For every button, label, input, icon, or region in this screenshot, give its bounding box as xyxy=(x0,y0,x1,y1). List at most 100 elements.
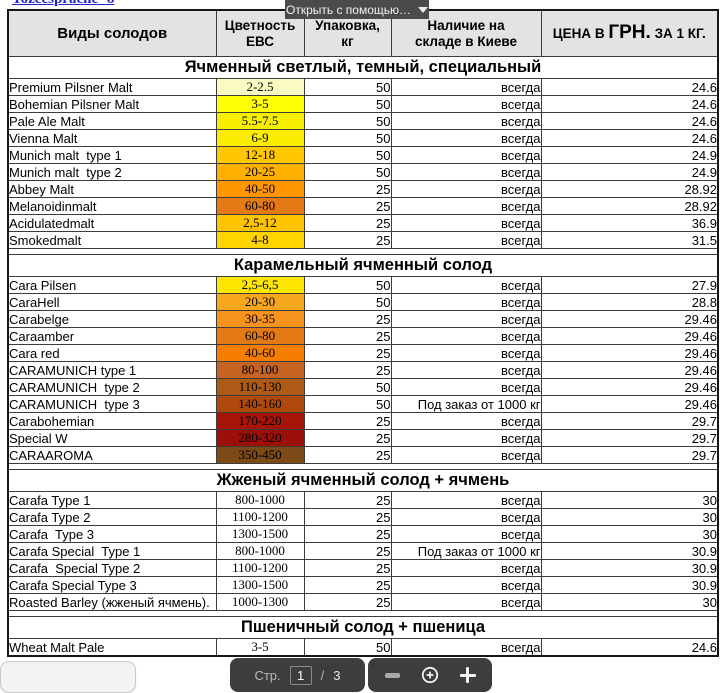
packaging-cell: 50 xyxy=(303,638,392,657)
header-availability: Наличие на складе в Киеве xyxy=(390,9,542,57)
availability-cell: всегда xyxy=(390,163,542,181)
price-cell: 28.92 xyxy=(540,180,719,198)
table-row: CARAAROMA 350-450 25 всегда 29.7 xyxy=(7,446,719,464)
table-row: Carafa Type 1 800-1000 25 всегда 30 xyxy=(7,491,719,509)
availability-cell: всегда xyxy=(390,576,542,594)
table-row: Roasted Barley (жженый ячмень). 1000-1300… xyxy=(7,593,719,611)
table-row: Munich malt type 2 20-25 50 всегда 24.9 xyxy=(7,163,719,181)
ebc-value-cell: 2,5-6,5 xyxy=(215,276,305,294)
ebc-value-cell: 80-100 xyxy=(215,361,305,379)
packaging-cell: 50 xyxy=(303,146,392,164)
price-cell: 24.9 xyxy=(540,146,719,164)
zoom-out-icon xyxy=(385,672,400,678)
malt-name-cell: Munich malt type 2 xyxy=(7,163,217,181)
document-link[interactable]: Tozeesprache -8 xyxy=(12,0,114,8)
table-row: Special W 280-320 25 всегда 29.7 xyxy=(7,429,719,447)
malt-name-cell: Roasted Barley (жженый ячмень). xyxy=(7,593,217,611)
availability-cell: всегда xyxy=(390,146,542,164)
ebc-value-cell: 6-9 xyxy=(215,129,305,147)
availability-cell: всегда xyxy=(390,276,542,294)
availability-cell: всегда xyxy=(390,95,542,113)
ebc-value-cell: 800-1000 xyxy=(215,542,305,560)
malt-name-cell: Cara Pilsen xyxy=(7,276,217,294)
availability-cell: всегда xyxy=(390,214,542,232)
table-row: Acidulatedmalt 2,5-12 25 всегда 36.9 xyxy=(7,214,719,232)
zoom-out-button[interactable] xyxy=(380,662,406,688)
availability-cell: всегда xyxy=(390,412,542,430)
ebc-value-cell: 800-1000 xyxy=(215,491,305,509)
packaging-cell: 25 xyxy=(303,344,392,362)
malt-price-table: Виды солодов Цветность ЕВС Упаковка, кг … xyxy=(7,9,719,657)
header-malt-types: Виды солодов xyxy=(7,9,217,57)
malt-name-cell: Wheat Malt Pale xyxy=(7,638,217,657)
malt-name-cell: Special W xyxy=(7,429,217,447)
price-cell: 24.6 xyxy=(540,95,719,113)
malt-name-cell: Bohemian Pilsner Malt xyxy=(7,95,217,113)
price-cell: 29.46 xyxy=(540,395,719,413)
malt-name-cell: Cara red xyxy=(7,344,217,362)
availability-cell: всегда xyxy=(390,327,542,345)
packaging-cell: 50 xyxy=(303,78,392,96)
packaging-cell: 25 xyxy=(303,593,392,611)
open-with-button[interactable]: Открыть с помощью… xyxy=(285,0,429,19)
packaging-cell: 25 xyxy=(303,446,392,464)
availability-cell: всегда xyxy=(390,559,542,577)
ebc-value-cell: 1000-1300 xyxy=(215,593,305,611)
availability-cell: всегда xyxy=(390,197,542,215)
chevron-down-icon xyxy=(418,6,428,13)
ebc-value-cell: 60-80 xyxy=(215,327,305,345)
malt-name-cell: CaraHell xyxy=(7,293,217,311)
malt-name-cell: Pale Ale Malt xyxy=(7,112,217,130)
section-title: Карамельный ячменный солод xyxy=(7,254,719,277)
price-cell: 30.9 xyxy=(540,542,719,560)
table-row: Wheat Malt Pale 3-5 50 всегда 24.6 xyxy=(7,638,719,657)
packaging-cell: 50 xyxy=(303,293,392,311)
table-row: Carafa Special Type 1 800-1000 25 Под заказ… xyxy=(7,542,719,560)
malt-name-cell: Premium Pilsner Malt xyxy=(7,78,217,96)
price-cell: 30.9 xyxy=(540,559,719,577)
availability-cell: всегда xyxy=(390,525,542,543)
availability-cell: всегда xyxy=(390,78,542,96)
ebc-value-cell: 1100-1200 xyxy=(215,508,305,526)
zoom-reset-button[interactable] xyxy=(417,662,443,688)
zoom-controls xyxy=(368,658,492,692)
price-cell: 31.5 xyxy=(540,231,719,249)
packaging-cell: 50 xyxy=(303,112,392,130)
availability-cell: всегда xyxy=(390,378,542,396)
availability-cell: Под заказ от 1000 кг xyxy=(390,542,542,560)
current-page-input[interactable]: 1 xyxy=(289,665,312,685)
ebc-value-cell: 3-5 xyxy=(215,638,305,657)
table-row: CARAMUNICH type 1 80-100 25 всегда 29.46 xyxy=(7,361,719,379)
packaging-cell: 25 xyxy=(303,525,392,543)
malt-name-cell: Vienna Malt xyxy=(7,129,217,147)
price-cell: 24.6 xyxy=(540,112,719,130)
malt-name-cell: Carafa Type 2 xyxy=(7,508,217,526)
availability-cell: всегда xyxy=(390,638,542,657)
ebc-value-cell: 110-130 xyxy=(215,378,305,396)
malt-name-cell: Melanoidinmalt xyxy=(7,197,217,215)
availability-cell: Под заказ от 1000 кг xyxy=(390,395,542,413)
availability-cell: всегда xyxy=(390,344,542,362)
malt-name-cell: Acidulatedmalt xyxy=(7,214,217,232)
page-label: Стр. xyxy=(254,667,281,683)
malt-name-cell: CARAMUNICH type 2 xyxy=(7,378,217,396)
malt-name-cell: Carafa Special Type 1 xyxy=(7,542,217,560)
zoom-in-button[interactable] xyxy=(455,662,481,688)
table-row: Bohemian Pilsner Malt 3-5 50 всегда 24.6 xyxy=(7,95,719,113)
availability-cell: всегда xyxy=(390,593,542,611)
packaging-cell: 50 xyxy=(303,95,392,113)
price-cell: 30 xyxy=(540,491,719,509)
packaging-cell: 25 xyxy=(303,327,392,345)
packaging-cell: 50 xyxy=(303,163,392,181)
ebc-value-cell: 280-320 xyxy=(215,429,305,447)
table-row: CARAMUNICH type 3 140-160 50 Под заказ от 1… xyxy=(7,395,719,413)
availability-cell: всегда xyxy=(390,361,542,379)
malt-name-cell: CARAMUNICH type 1 xyxy=(7,361,217,379)
availability-cell: всегда xyxy=(390,429,542,447)
price-cell: 28.92 xyxy=(540,197,719,215)
ebc-value-cell: 170-220 xyxy=(215,412,305,430)
page-navigation: Стр. 1 / 3 xyxy=(230,658,365,692)
price-cell: 30 xyxy=(540,508,719,526)
price-cell: 30.9 xyxy=(540,576,719,594)
table-row: Carafa Type 3 1300-1500 25 всегда 30 xyxy=(7,525,719,543)
